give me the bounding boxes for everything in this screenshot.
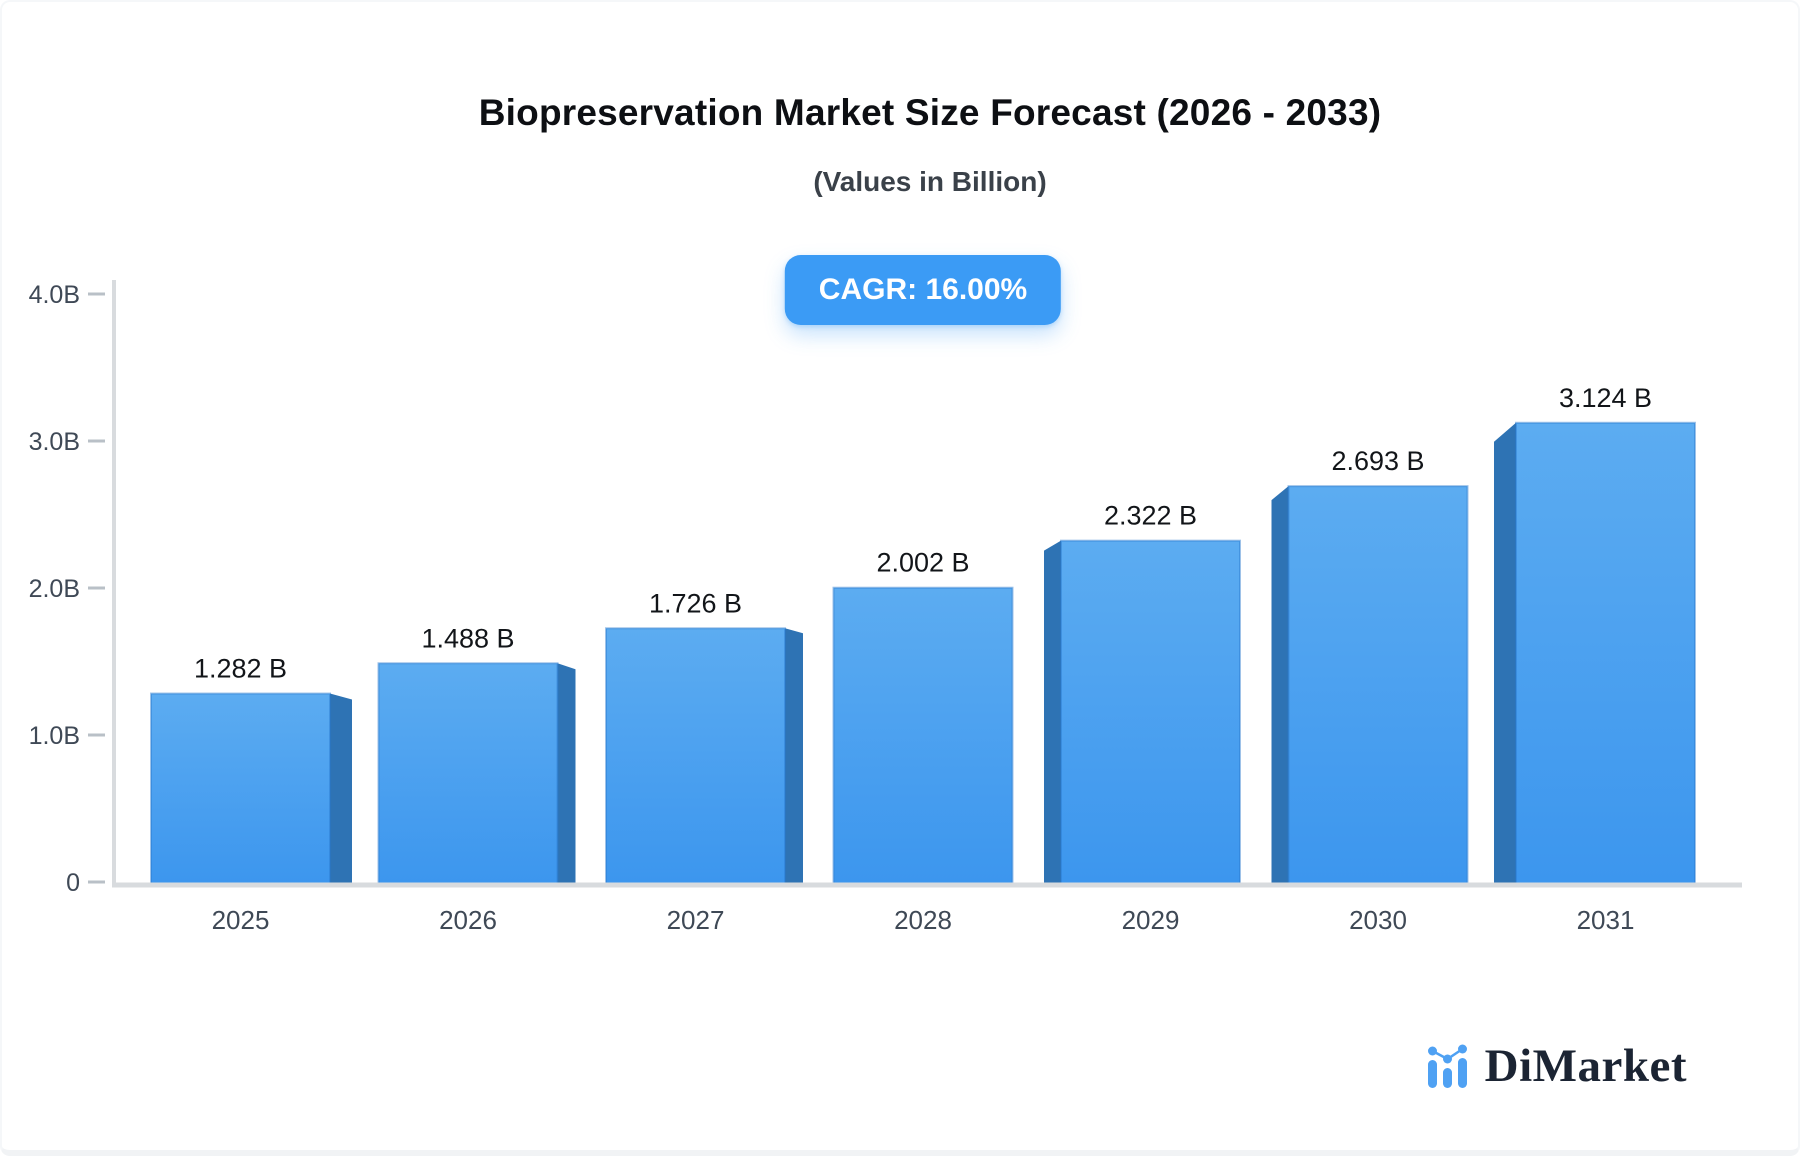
cagr-badge: CAGR: 16.00% xyxy=(784,255,1062,325)
bar-value-label: 3.124 B xyxy=(1559,383,1652,413)
y-tick-label-3.0B: 3.0B xyxy=(29,428,80,456)
bar-value-label: 1.282 B xyxy=(194,654,287,684)
bar-side-face xyxy=(785,628,803,884)
chart-title: Biopreservation Market Size Forecast (20… xyxy=(478,92,1382,133)
bar-main-face xyxy=(1287,485,1469,885)
x-axis-label-2025: 2025 xyxy=(212,905,270,935)
bar-value-label: 1.726 B xyxy=(649,588,742,618)
bar-2028: 2.002 B 2028 xyxy=(832,548,1014,935)
bar-chart-logo-icon xyxy=(1427,1044,1467,1088)
bar-2029: 2.322 B 2029 xyxy=(1044,501,1241,935)
bar-2025: 1.282 B 2025 xyxy=(150,654,352,935)
bar-main-face xyxy=(832,586,1014,885)
bar-2031: 3.124 B 2031 xyxy=(1494,383,1696,935)
dimarket-logo: DiMarket xyxy=(1426,1036,1687,1096)
bar-main-face xyxy=(605,627,786,886)
bar-2027: 1.726 B 2027 xyxy=(605,588,803,935)
bar-value-label: 2.322 B xyxy=(1104,501,1197,531)
x-axis-label-2030: 2030 xyxy=(1349,905,1407,935)
bar-side-face xyxy=(557,663,576,884)
x-axis-label-2026: 2026 xyxy=(439,905,497,935)
chart-subtitle: (Values in Billion) xyxy=(813,166,1047,197)
bar-main-face xyxy=(1060,539,1241,886)
y-tick-label-4.0B: 4.0B xyxy=(29,281,80,309)
y-tick-label-2.0B: 2.0B xyxy=(29,575,80,603)
dimarket-logo-text: DiMarket xyxy=(1484,1040,1687,1092)
bar-value-label: 2.002 B xyxy=(876,548,969,578)
bar-side-face xyxy=(330,693,352,884)
bar-2026: 1.488 B 2026 xyxy=(377,623,576,935)
x-axis-label-2028: 2028 xyxy=(894,905,952,935)
bar-side-face xyxy=(1044,540,1061,884)
bar-value-label: 2.693 B xyxy=(1331,446,1424,476)
x-axis-label-2027: 2027 xyxy=(667,905,725,935)
bar-value-label: 1.488 B xyxy=(421,623,514,653)
bar-main-face xyxy=(377,662,559,885)
y-tick-label-0: 0 xyxy=(66,869,80,897)
bar-side-face xyxy=(1494,422,1516,884)
x-axis-label-2031: 2031 xyxy=(1577,905,1635,935)
bar-main-face xyxy=(150,692,331,886)
bar-2030: 2.693 B 2030 xyxy=(1271,446,1469,935)
bar-main-face xyxy=(1515,421,1696,885)
y-tick-label-1.0B: 1.0B xyxy=(29,722,80,750)
bar-side-face xyxy=(1271,486,1289,884)
x-axis-label-2029: 2029 xyxy=(1122,905,1180,935)
